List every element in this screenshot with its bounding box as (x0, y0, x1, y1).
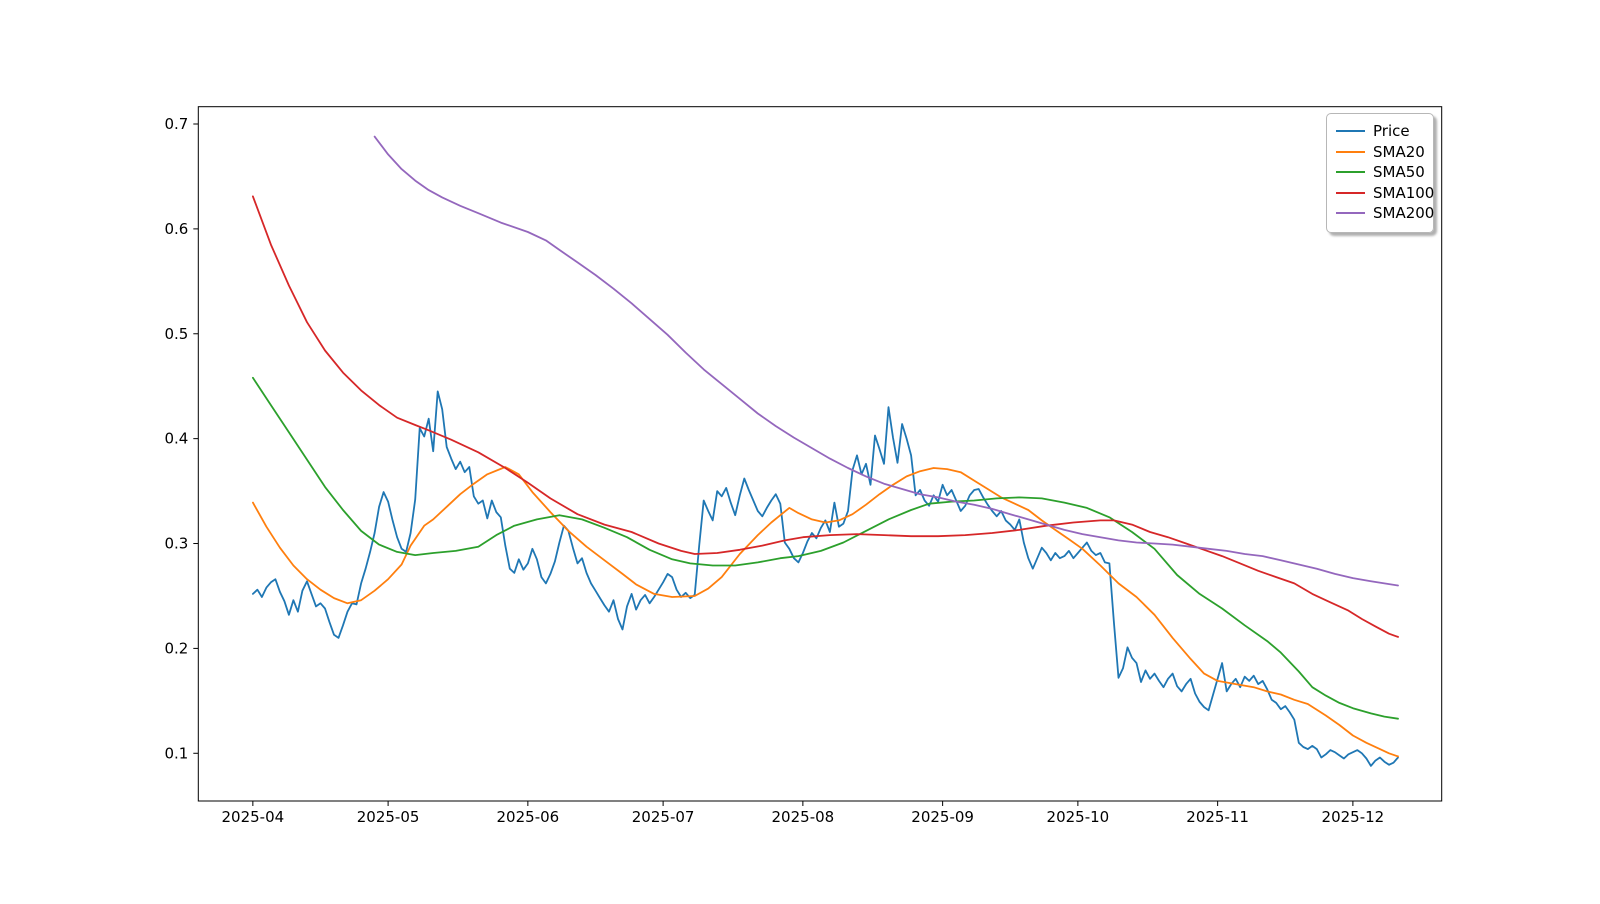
x-tick-label: 2025-10 (1047, 808, 1110, 826)
x-tick-label: 2025-07 (632, 808, 695, 826)
y-tick-label: 0.5 (164, 325, 188, 343)
sma100-line-swatch (1336, 191, 1365, 194)
y-axis: 0.1 0.2 0.3 0.4 0.5 0.6 0.7 (164, 115, 199, 762)
legend: Price SMA20 SMA50 SMA100 SMA200 (1326, 113, 1434, 233)
x-tick-label: 2025-12 (1322, 808, 1385, 826)
legend-item-sma200: SMA200 (1336, 203, 1434, 224)
legend-label: SMA50 (1373, 163, 1425, 182)
y-tick-label: 0.6 (164, 220, 188, 238)
legend-label: SMA200 (1373, 204, 1435, 223)
x-tick-label: 2025-11 (1186, 808, 1249, 826)
sma100-line (252, 195, 1399, 638)
legend-item-price: Price (1336, 121, 1424, 142)
x-tick-label: 2025-09 (911, 808, 974, 826)
y-tick-label: 0.2 (164, 639, 188, 657)
legend-label: SMA20 (1373, 142, 1425, 161)
sma50-line-swatch (1336, 171, 1365, 174)
price-line (252, 390, 1399, 767)
sma50-line (252, 376, 1399, 720)
y-tick-label: 0.7 (164, 115, 188, 133)
legend-label: SMA100 (1373, 183, 1435, 202)
x-tick-label: 2025-08 (772, 808, 835, 826)
sma20-line-swatch (1336, 150, 1365, 153)
sma200-line-swatch (1336, 212, 1365, 215)
axes-frame (197, 106, 1443, 802)
legend-item-sma20: SMA20 (1336, 142, 1425, 163)
sma20-line (252, 466, 1399, 758)
x-tick-label: 2025-04 (222, 808, 285, 826)
x-tick-label: 2025-05 (357, 808, 420, 826)
price-line-swatch (1336, 130, 1365, 133)
y-tick-label: 0.3 (164, 535, 188, 553)
legend-item-sma50: SMA50 (1336, 162, 1425, 183)
legend-item-sma100: SMA100 (1336, 183, 1434, 204)
x-axis: 2025-04 2025-05 2025-06 2025-07 2025-08 2025-… (222, 801, 1385, 826)
legend-label: Price (1373, 122, 1410, 141)
y-tick-label: 0.1 (164, 744, 188, 762)
sma200-line (373, 135, 1399, 587)
x-tick-label: 2025-06 (497, 808, 560, 826)
y-tick-label: 0.4 (164, 430, 188, 448)
